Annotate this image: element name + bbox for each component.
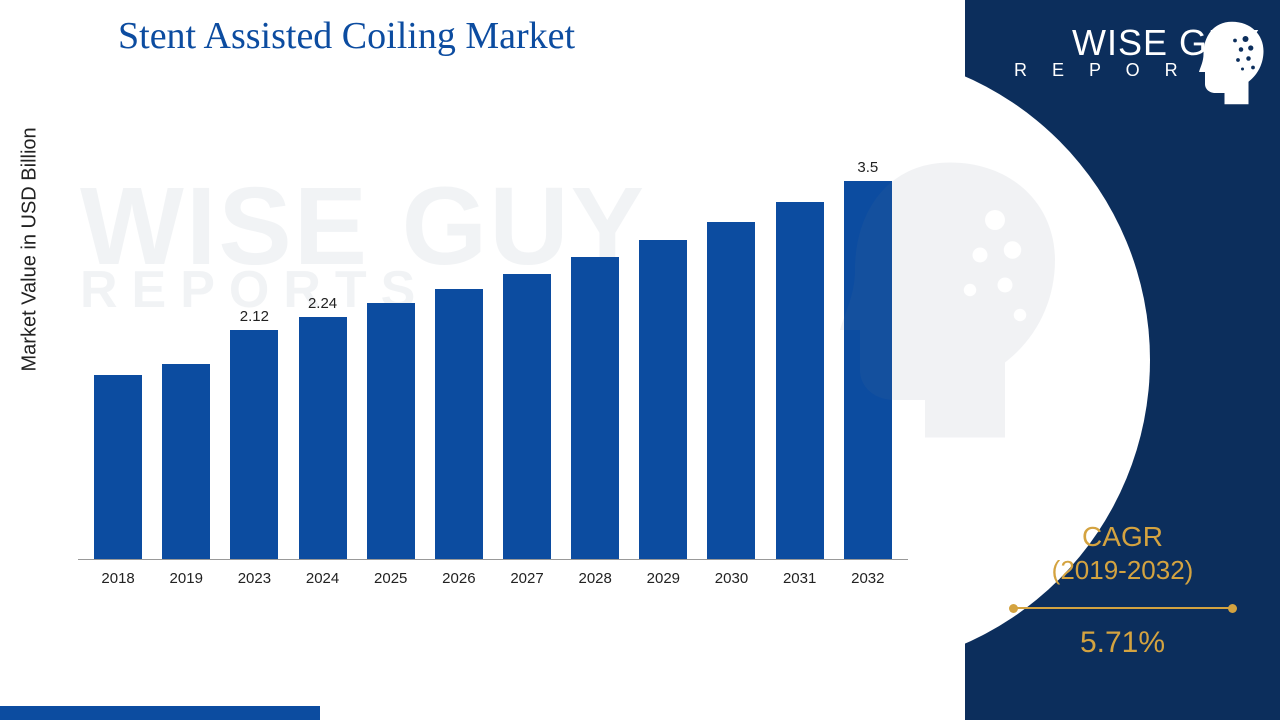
bar: 2.12 [230,330,278,559]
x-tick-label: 2023 [224,562,284,587]
bar-value-label: 2.12 [230,308,278,325]
cagr-period: (2019-2032) [965,555,1280,586]
cagr-divider [1013,604,1233,612]
bar-wrapper [361,303,421,559]
x-tick-label: 2029 [633,562,693,587]
chart-plot-area: 2.12 2.24 3.5 [78,160,908,560]
bar: 2.24 [299,317,347,559]
cagr-value: 5.71% [965,626,1280,660]
x-axis-labels: 2018 2019 2023 2024 2025 2026 2027 2028 2029 2030… [78,562,908,587]
logo-head-icon [1192,18,1272,108]
cagr-block: CAGR (2019-2032) 5.71% [965,521,1280,660]
bar: 3.5 [844,181,892,559]
bar [639,240,687,559]
bar [162,364,210,559]
x-tick-label: 2019 [156,562,216,587]
bar-wrapper [565,257,625,559]
bar [94,375,142,559]
main-chart-area: WISE GUY REPORTS Stent Assisted Coiling … [0,0,965,720]
x-tick-label: 2031 [770,562,830,587]
x-tick-label: 2026 [429,562,489,587]
bar [503,274,551,559]
bar [435,289,483,559]
bar-wrapper [156,364,216,559]
bar [367,303,415,559]
bar-wrapper: 2.12 [224,330,284,559]
bar-wrapper: 2.24 [293,317,353,559]
chart-title: Stent Assisted Coiling Market [118,14,575,58]
x-tick-label: 2032 [838,562,898,587]
bar-wrapper [701,222,761,559]
x-tick-label: 2024 [293,562,353,587]
bar-wrapper [633,240,693,559]
bars-container: 2.12 2.24 3.5 [78,160,908,559]
bar-value-label: 3.5 [844,159,892,176]
x-tick-label: 2018 [88,562,148,587]
bar-value-label: 2.24 [299,295,347,312]
bottom-accent-stripe [0,706,320,720]
bar-wrapper [429,289,489,559]
bar [571,257,619,559]
x-tick-label: 2025 [361,562,421,587]
bar-wrapper: 3.5 [838,181,898,559]
bar [776,202,824,559]
x-tick-label: 2028 [565,562,625,587]
bar-wrapper [88,375,148,559]
y-axis-label: Market Value in USD Billion [19,127,42,371]
bar-wrapper [497,274,557,559]
x-tick-label: 2030 [701,562,761,587]
bar-wrapper [770,202,830,559]
cagr-label: CAGR [965,521,1280,553]
x-tick-label: 2027 [497,562,557,587]
bar [707,222,755,559]
